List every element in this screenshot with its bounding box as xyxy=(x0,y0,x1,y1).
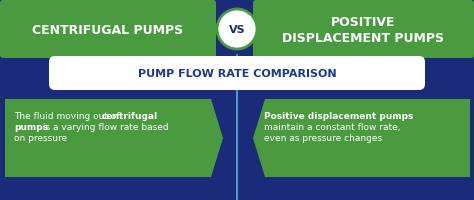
FancyBboxPatch shape xyxy=(49,57,425,91)
Text: even as pressure changes: even as pressure changes xyxy=(264,133,382,142)
Text: Positive displacement pumps: Positive displacement pumps xyxy=(264,111,413,120)
Text: is a varying flow rate based: is a varying flow rate based xyxy=(40,122,169,131)
FancyBboxPatch shape xyxy=(253,1,474,59)
Circle shape xyxy=(217,10,257,50)
Text: The fluid moving out of: The fluid moving out of xyxy=(14,111,122,120)
Text: centrifugal: centrifugal xyxy=(102,111,158,120)
Text: VS: VS xyxy=(228,25,246,35)
Text: pumps: pumps xyxy=(14,122,48,131)
Text: POSITIVE
DISPLACEMENT PUMPS: POSITIVE DISPLACEMENT PUMPS xyxy=(282,15,444,44)
Text: on pressure: on pressure xyxy=(14,133,67,142)
Text: CENTRIFUGAL PUMPS: CENTRIFUGAL PUMPS xyxy=(32,23,183,36)
FancyBboxPatch shape xyxy=(0,1,216,59)
Text: PUMP FLOW RATE COMPARISON: PUMP FLOW RATE COMPARISON xyxy=(137,69,337,79)
Polygon shape xyxy=(253,100,470,177)
Text: maintain a constant flow rate,: maintain a constant flow rate, xyxy=(264,122,401,131)
Polygon shape xyxy=(5,100,223,177)
